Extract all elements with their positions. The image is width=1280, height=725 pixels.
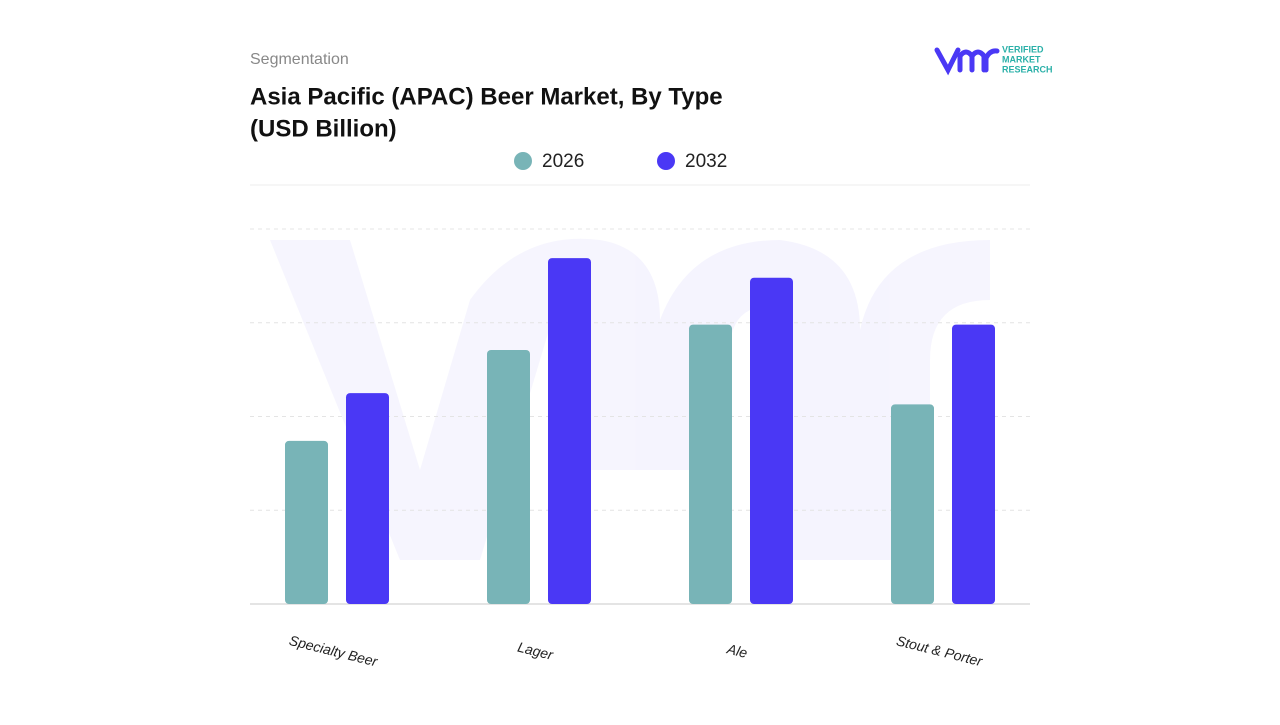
- bar: [891, 404, 934, 604]
- bar: [689, 324, 732, 604]
- x-tick-label: Lager: [516, 639, 556, 664]
- bar: [750, 277, 793, 604]
- chart-title: (USD Billion): [250, 115, 397, 142]
- bar: [548, 258, 591, 604]
- logo-text: VERIFIED: [1002, 44, 1044, 54]
- bar: [285, 440, 328, 604]
- bar: [952, 324, 995, 604]
- subtitle: Segmentation: [250, 51, 349, 68]
- x-tick-label: Ale: [725, 640, 750, 661]
- legend-label: 2032: [685, 151, 727, 172]
- legend-marker: [514, 152, 532, 170]
- bar: [487, 349, 530, 604]
- chart-title: Asia Pacific (APAC) Beer Market, By Type: [250, 83, 723, 110]
- x-tick-label: Specialty Beer: [288, 632, 381, 670]
- logo-text: MARKET: [1002, 54, 1041, 64]
- bar: [346, 393, 389, 604]
- logo: VERIFIED MARKET RESEARCH: [934, 44, 1053, 76]
- legend-label: 2026: [542, 151, 584, 172]
- logo-text: RESEARCH: [1002, 64, 1053, 74]
- legend-marker: [657, 152, 675, 170]
- x-tick-label: Stout & Porter: [895, 632, 985, 669]
